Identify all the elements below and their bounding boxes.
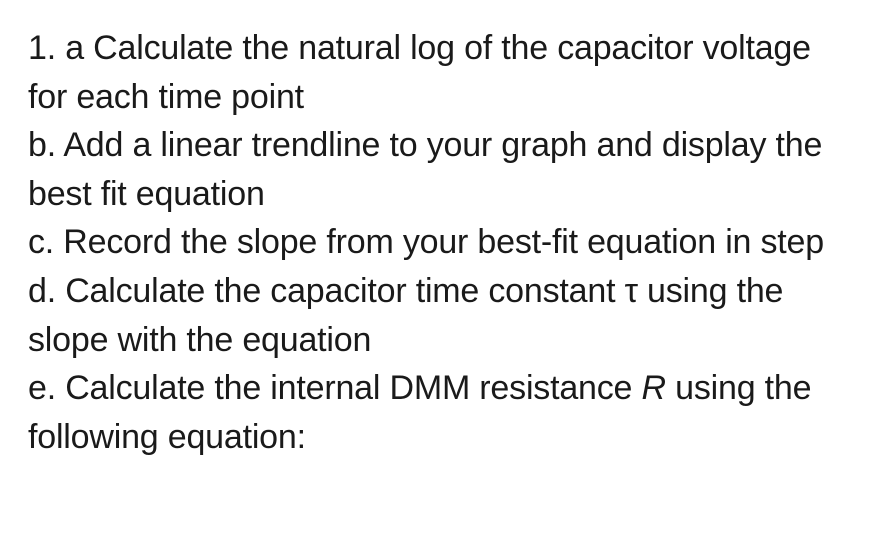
item-e-prefix: e. Calculate the internal DMM resistance	[28, 369, 642, 407]
resistance-r: R	[642, 369, 666, 407]
item-c: c. Record the slope from your best-fit e…	[28, 223, 824, 261]
item-b: b. Add a linear trendline to your graph …	[28, 126, 822, 213]
item-d-prefix: d. Calculate the capacitor time constant	[28, 272, 625, 310]
item-a: 1. a Calculate the natural log of the ca…	[28, 29, 811, 116]
instruction-text: 1. a Calculate the natural log of the ca…	[28, 24, 848, 461]
tau-symbol: τ	[625, 272, 638, 310]
